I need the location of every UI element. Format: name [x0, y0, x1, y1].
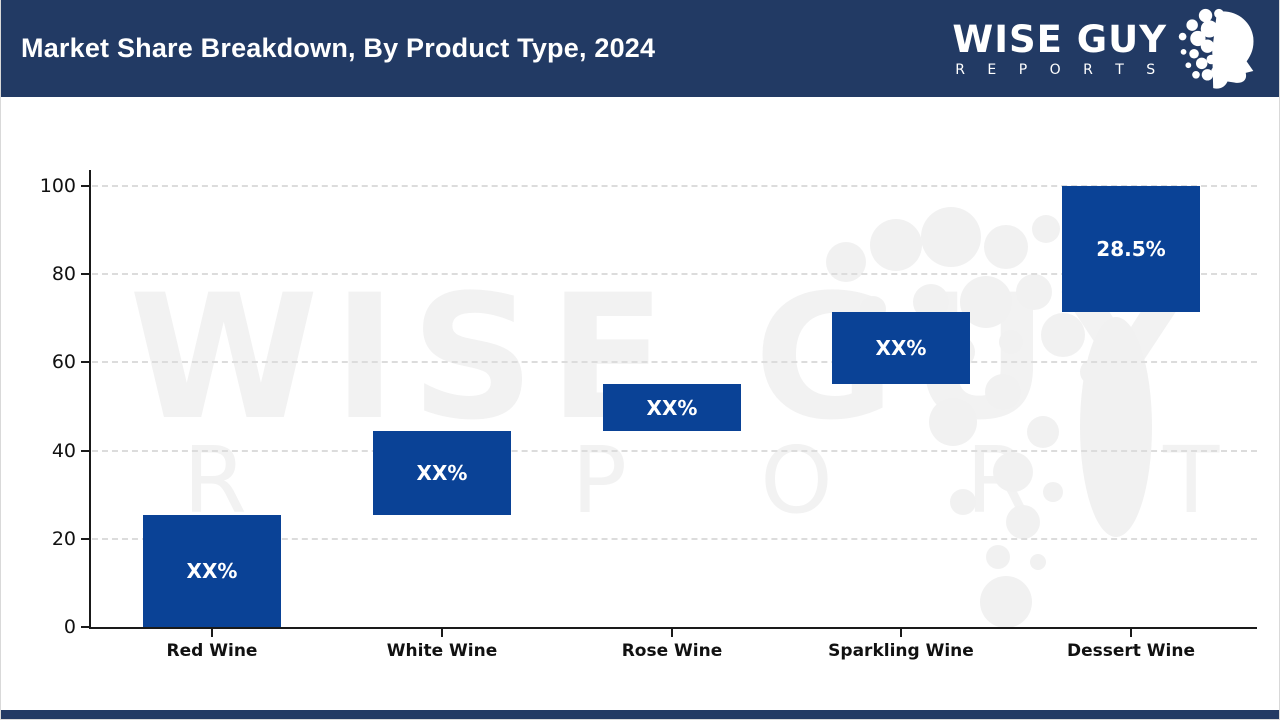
- x-tick-label: Dessert Wine: [1066, 641, 1196, 661]
- logo-brand-text: WISE GUY: [952, 17, 1167, 61]
- logo-head-icon: [1178, 8, 1254, 89]
- gridline-100: [92, 185, 1257, 187]
- header-bar: Market Share Breakdown, By Product Type,…: [1, 0, 1279, 97]
- logo-sub-text: R E P O R T S: [955, 61, 1165, 78]
- bar-white-wine: XX%: [373, 430, 511, 515]
- x-axis-line: [89, 627, 1257, 629]
- gridline-40: [92, 449, 1257, 452]
- gridline-60: [92, 361, 1257, 364]
- y-tick-label: 100: [39, 175, 76, 197]
- wiseguy-logo: WISE GUY R E P O R T S: [952, 6, 1265, 92]
- y-tick-label: 60: [51, 351, 76, 374]
- chart-area: WISE GUY R E P O R T S 020406080100XX%Re…: [1, 97, 1279, 711]
- bar-sparkling-wine: XX%: [832, 311, 970, 385]
- y-tick-mark: [81, 185, 89, 187]
- y-tick-mark: [81, 449, 89, 452]
- x-tick-label: Sparkling Wine: [828, 641, 974, 661]
- bar-value-label: XX%: [646, 395, 698, 420]
- bar-red-wine: XX%: [143, 514, 281, 627]
- x-tick-label: White Wine: [386, 641, 498, 661]
- bar-dessert-wine: 28.5%: [1062, 186, 1200, 312]
- chart-title: Market Share Breakdown, By Product Type,…: [21, 33, 656, 63]
- x-tick-label: Rose Wine: [621, 641, 723, 661]
- plot: 0 20 40 60 80 100 XX% Red Wine XX% White Wine XX% R…: [1, 97, 1279, 711]
- x-tick-mark: [441, 629, 443, 637]
- bar-rose-wine: XX%: [603, 384, 741, 431]
- y-tick-label: 40: [51, 439, 76, 462]
- y-tick-label: 0: [63, 616, 76, 638]
- bar-value-label: 28.5%: [1096, 236, 1166, 261]
- x-tick-mark: [900, 629, 902, 637]
- bar-value-label: XX%: [186, 558, 238, 583]
- bar-value-label: XX%: [416, 460, 468, 485]
- x-tick-label: Red Wine: [166, 641, 258, 661]
- y-tick-mark: [81, 537, 89, 540]
- y-axis-line: [89, 170, 91, 629]
- y-tick-mark: [81, 626, 89, 628]
- gridline-20: [92, 537, 1257, 540]
- y-tick-mark: [81, 273, 89, 276]
- y-tick-mark: [81, 361, 89, 364]
- x-tick-mark: [211, 629, 213, 637]
- bar-value-label: XX%: [875, 336, 927, 361]
- y-tick-label: 80: [51, 263, 76, 286]
- x-tick-mark: [671, 629, 673, 637]
- y-tick-label: 20: [51, 527, 76, 550]
- gridline-80: [92, 273, 1257, 276]
- x-tick-mark: [1130, 629, 1132, 637]
- logo-text: WISE GUY R E P O R T S: [952, 21, 1167, 77]
- footer-bar: [1, 710, 1279, 719]
